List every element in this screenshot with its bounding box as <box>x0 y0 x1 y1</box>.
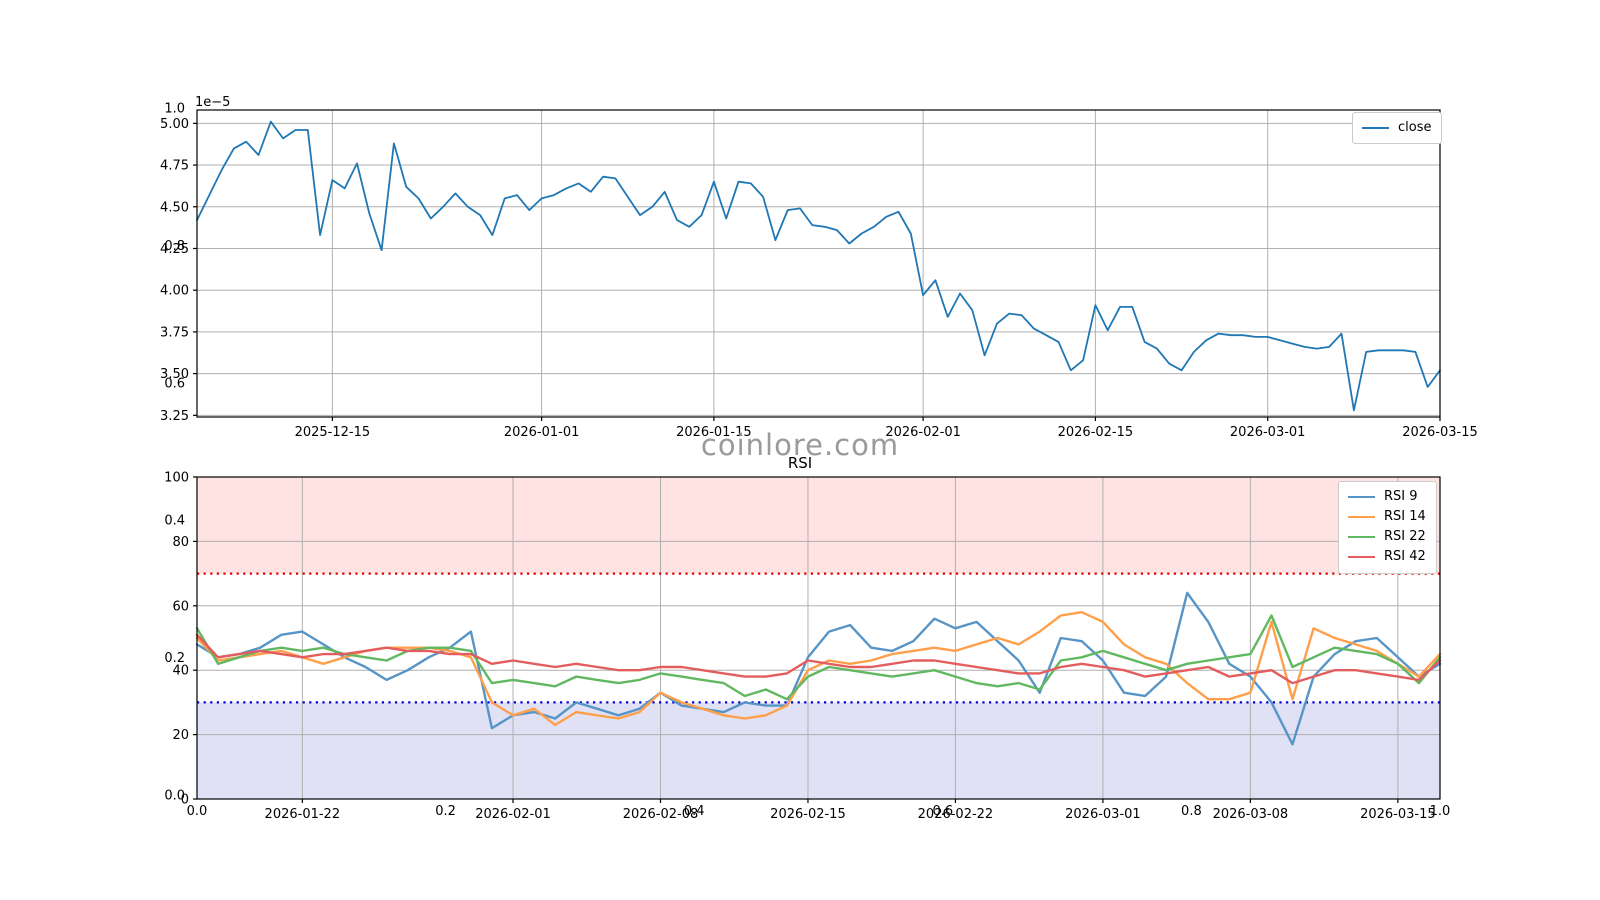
rsi-y-tick-label: 60 <box>172 599 189 614</box>
legend-swatch <box>1348 536 1375 539</box>
rsi-x-tick-label: 2026-03-08 <box>1213 807 1289 822</box>
price-y-offset-label: 1e−5 <box>195 95 230 110</box>
rsi-x-tick-label: 2026-01-22 <box>265 807 341 822</box>
price-y-tick-label: 4.50 <box>160 200 189 215</box>
rsi-14-line <box>195 611 1442 727</box>
watermark: coinlore.com <box>700 428 900 462</box>
legend-item-rsi-9: RSI 9 <box>1348 487 1426 507</box>
phantom-y-tick-label: 0.2 <box>164 651 185 666</box>
price-x-tick-label: 2026-03-01 <box>1230 425 1306 440</box>
phantom-x-tick-label: 0.4 <box>684 804 705 819</box>
rsi-x-tick-label: 2026-03-15 <box>1360 807 1436 822</box>
phantom-x-tick-label: 0.0 <box>187 804 208 819</box>
legend-label: RSI 14 <box>1384 509 1426 525</box>
rsi-overbought-band <box>197 477 1440 574</box>
price-chart: 5.00 4.75 4.50 4.25 4.00 3.75 3.50 3.25 2025-12-… <box>160 95 1478 440</box>
rsi-9-line <box>195 591 1442 746</box>
price-x-tick-label: 2026-02-15 <box>1058 425 1134 440</box>
phantom-y-tick-label: 0.4 <box>164 514 185 529</box>
price-y-tick-label: 3.50 <box>160 367 189 382</box>
close-line <box>196 120 1441 412</box>
price-legend: close <box>1352 112 1443 145</box>
price-y-tick-label: 4.00 <box>160 284 189 299</box>
rsi-x-axis: 2026-01-22 2026-02-01 2026-02-08 2026-02-15… <box>265 799 1436 822</box>
rsi-y-axis: 100 80 60 40 20 0 <box>164 471 197 808</box>
rsi-x-tick-label: 2026-02-15 <box>770 807 846 822</box>
legend-swatch <box>1348 516 1375 519</box>
rsi-chart-title: RSI <box>787 454 813 472</box>
price-x-tick-label: 2026-02-01 <box>885 425 961 440</box>
rsi-axes-frame <box>196 476 1441 800</box>
rsi-x-tick-label: 2026-02-01 <box>475 807 551 822</box>
legend-swatch <box>1348 496 1375 499</box>
rsi-chart: 100 80 60 40 20 0 2026-01-22 2026-02-01 2026-02-… <box>164 471 1442 822</box>
price-axes-frame <box>196 109 1441 418</box>
legend-label: RSI 22 <box>1384 529 1426 545</box>
price-gridlines <box>197 110 1441 417</box>
price-x-tick-label: 2026-01-01 <box>504 425 580 440</box>
legend-item-rsi-14: RSI 14 <box>1348 507 1426 527</box>
rsi-oversold-band <box>197 702 1440 799</box>
rsi-y-tick-label: 80 <box>172 535 189 550</box>
price-y-tick-label: 4.25 <box>160 242 189 257</box>
rsi-y-tick-label: 40 <box>172 664 189 679</box>
rsi-legend: RSI 9 RSI 14 RSI 22 RSI 42 <box>1338 481 1437 574</box>
price-y-tick-label: 4.75 <box>160 159 189 174</box>
phantom-axis-labels: 0.0 0.2 0.4 0.6 0.8 1.0 0.0 0.2 0.4 0.6 0.8 1.0 <box>164 102 1450 820</box>
legend-swatch <box>1348 556 1375 559</box>
price-x-tick-label: 2025-12-15 <box>295 425 371 440</box>
phantom-y-tick-label: 0.0 <box>164 789 185 804</box>
rsi-y-tick-label: 100 <box>164 471 189 486</box>
price-y-tick-label: 3.25 <box>160 409 189 424</box>
rsi-y-tick-label: 0 <box>181 793 189 808</box>
phantom-y-tick-label: 0.6 <box>164 376 185 391</box>
rsi-22-line <box>195 614 1442 701</box>
price-y-tick-label: 5.00 <box>160 117 189 132</box>
rsi-x-tick-label: 2026-02-22 <box>918 807 994 822</box>
phantom-x-tick-label: 0.6 <box>932 804 953 819</box>
price-x-tick-label: 2026-03-15 <box>1402 425 1478 440</box>
phantom-y-tick-label: 0.8 <box>164 239 185 254</box>
rsi-x-tick-label: 2026-02-08 <box>623 807 699 822</box>
phantom-x-tick-label: 1.0 <box>1430 804 1451 819</box>
rsi-y-tick-label: 20 <box>172 728 189 743</box>
price-x-axis: 2025-12-15 2026-01-01 2026-01-15 2026-02-01… <box>295 417 1478 440</box>
price-y-axis: 5.00 4.75 4.50 4.25 4.00 3.75 3.50 3.25 <box>160 117 197 424</box>
phantom-y-tick-label: 1.0 <box>164 102 185 117</box>
legend-label: RSI 9 <box>1384 489 1418 504</box>
rsi-x-tick-label: 2026-03-01 <box>1065 807 1141 822</box>
legend-swatch <box>1362 127 1389 130</box>
legend-item-rsi-42: RSI 42 <box>1348 547 1426 567</box>
phantom-x-tick-label: 0.2 <box>435 804 456 819</box>
legend-item-rsi-22: RSI 22 <box>1348 527 1426 547</box>
legend-label: RSI 42 <box>1384 549 1426 565</box>
price-y-tick-label: 3.75 <box>160 325 189 340</box>
price-x-tick-label: 2026-01-15 <box>676 425 752 440</box>
legend-label: close <box>1398 120 1432 135</box>
legend-item-close: close <box>1362 118 1431 138</box>
rsi-42-line <box>195 633 1442 685</box>
phantom-x-tick-label: 0.8 <box>1181 804 1202 819</box>
